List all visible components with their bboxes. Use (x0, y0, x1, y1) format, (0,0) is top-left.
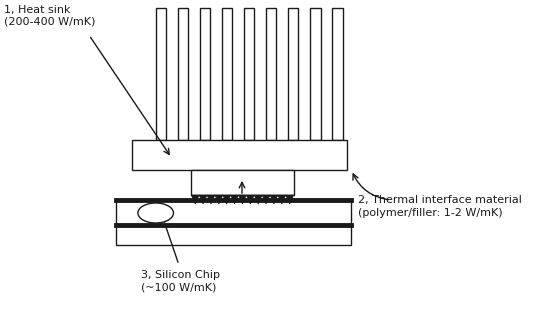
Bar (332, 8, 343, 140)
Text: 3, Silicon Chip: 3, Silicon Chip (141, 270, 220, 280)
Polygon shape (207, 195, 215, 204)
Polygon shape (199, 195, 207, 204)
Bar (310, 8, 321, 140)
Bar (222, 8, 233, 140)
Polygon shape (286, 195, 294, 204)
Bar (156, 8, 166, 140)
Polygon shape (262, 195, 270, 204)
Bar (191, 170, 294, 195)
Bar (266, 8, 277, 140)
Polygon shape (191, 195, 199, 204)
Polygon shape (223, 195, 230, 204)
Bar (244, 8, 255, 140)
Polygon shape (254, 195, 262, 204)
Text: (~100 W/mK): (~100 W/mK) (141, 283, 216, 293)
Bar (115, 200, 351, 225)
Bar (178, 8, 188, 140)
Polygon shape (230, 195, 238, 204)
Text: (polymer/filler: 1-2 W/mK): (polymer/filler: 1-2 W/mK) (358, 208, 502, 218)
Bar (288, 8, 299, 140)
Polygon shape (246, 195, 254, 204)
Polygon shape (238, 195, 246, 204)
Text: (200-400 W/mK): (200-400 W/mK) (4, 17, 96, 27)
Polygon shape (278, 195, 286, 204)
Polygon shape (215, 195, 223, 204)
Bar (115, 225, 351, 245)
Polygon shape (270, 195, 278, 204)
Bar (132, 140, 347, 170)
Bar (200, 8, 211, 140)
Text: 2, Thermal interface material: 2, Thermal interface material (358, 195, 521, 205)
Text: 1, Heat sink: 1, Heat sink (4, 5, 71, 15)
